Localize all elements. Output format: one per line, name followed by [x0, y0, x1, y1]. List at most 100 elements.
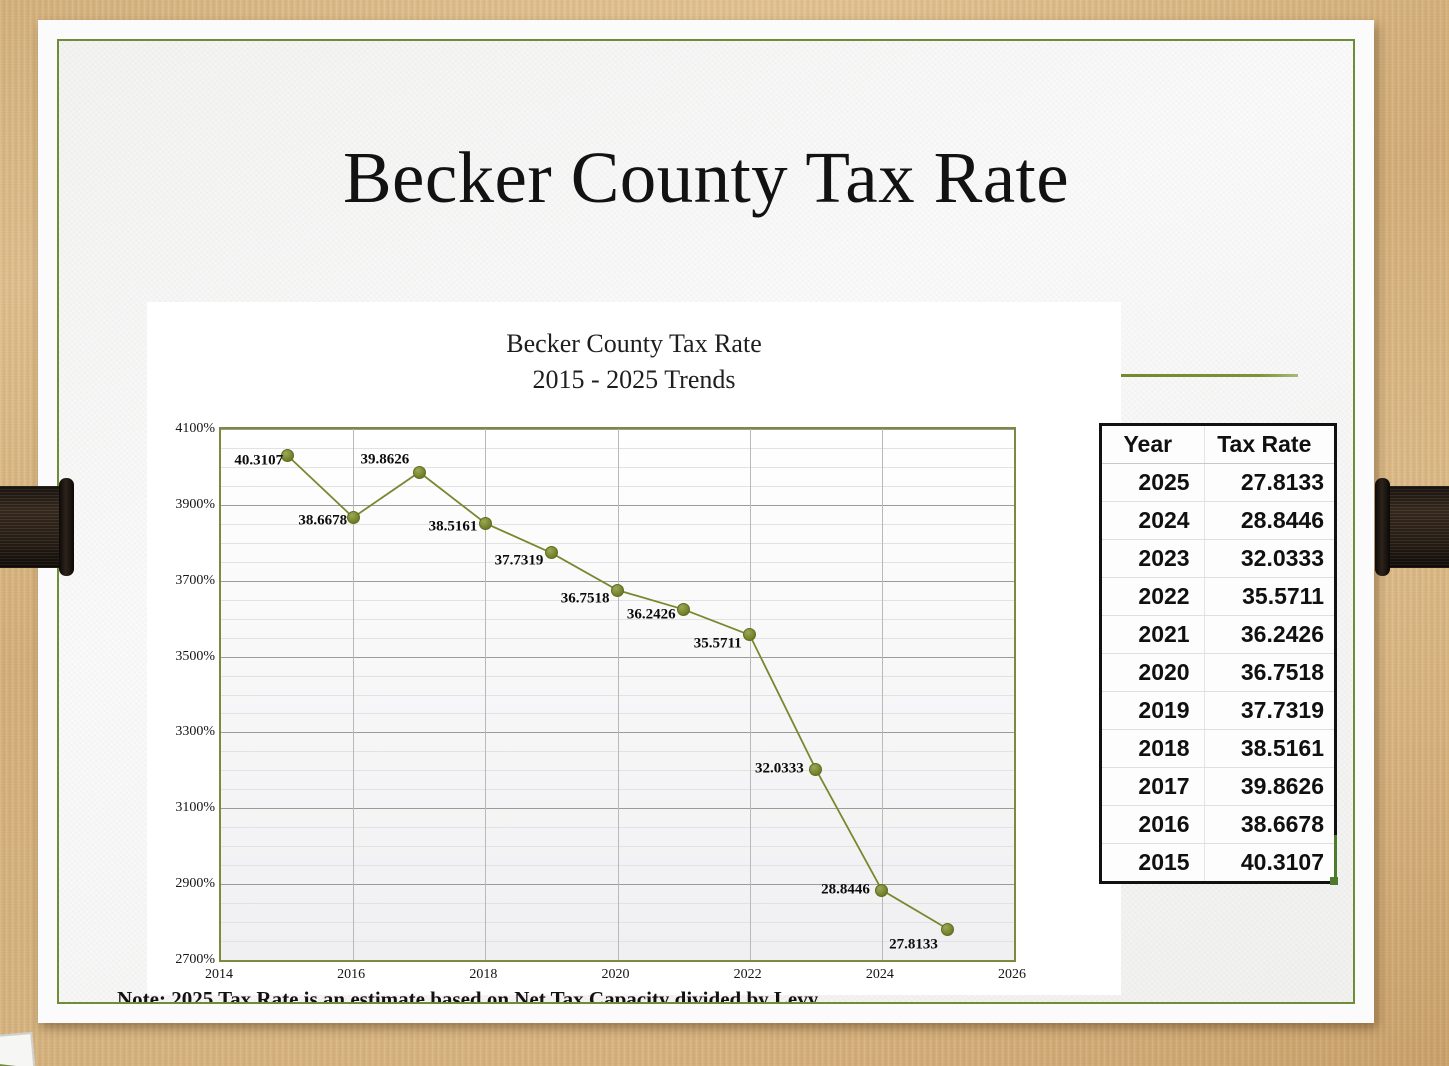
data-point-marker[interactable]	[941, 922, 955, 936]
table-row[interactable]: 2019 37.7319	[1102, 691, 1334, 730]
y-axis-tick-label: 3500%	[175, 648, 215, 664]
data-point-label: 35.5711	[693, 635, 742, 652]
cell-tax-rate: 28.8446	[1204, 501, 1334, 540]
cell-year: 2015	[1102, 843, 1205, 881]
table-row[interactable]: 2024 28.8446	[1102, 501, 1334, 540]
x-axis-tick-label: 2020	[601, 967, 630, 982]
cell-year: 2016	[1102, 805, 1205, 844]
tax-rate-table[interactable]: Year Tax Rate 2025 27.8133 2024 28.8446 2023…	[1099, 423, 1338, 885]
y-axis-tick-label: 3700%	[175, 572, 215, 588]
data-point-label: 38.5161	[428, 518, 478, 535]
data-point-label: 39.8626	[360, 451, 410, 468]
y-axis-tick-label: 3900%	[175, 496, 215, 512]
page-title: Becker County Tax Rate	[342, 137, 1070, 218]
cell-year: 2017	[1102, 767, 1205, 806]
data-point-label: 27.8133	[889, 936, 938, 953]
binder-clamp-right	[1375, 478, 1449, 576]
y-axis-tick-labels: 2700% 2900% 3100% 3300% 3500% 3700% 3900% 4100%	[147, 421, 215, 967]
data-point-label: 36.2426	[626, 606, 676, 623]
cell-tax-rate: 27.8133	[1204, 463, 1334, 502]
column-header-tax-rate: Tax Rate	[1204, 426, 1334, 464]
table-selection-edge	[1334, 835, 1337, 881]
gridline-vertical	[485, 429, 487, 960]
data-point-marker[interactable]	[677, 602, 691, 616]
table-row[interactable]: 2020 36.7518	[1102, 653, 1334, 692]
gridline-vertical	[881, 429, 883, 960]
chart-plot-area: 40.3107 38.6678 39.8626 38.5161 37.7319 36.75…	[219, 427, 1016, 962]
table-row[interactable]: 2016 38.6678	[1102, 805, 1334, 844]
table-row[interactable]: 2022 35.5711	[1102, 577, 1334, 616]
data-point-label: 28.8446	[821, 881, 870, 898]
table-row[interactable]: 2025 27.8133	[1102, 463, 1334, 502]
data-point-marker[interactable]	[280, 448, 294, 462]
table-element: Year Tax Rate 2025 27.8133 2024 28.8446 2023…	[1102, 426, 1334, 881]
footnote: Note: 2025 Tax Rate is an estimate based…	[117, 987, 819, 1004]
cell-tax-rate: 40.3107	[1204, 843, 1334, 881]
data-point-marker[interactable]	[412, 465, 426, 479]
cell-tax-rate: 32.0333	[1204, 539, 1334, 578]
cell-tax-rate: 37.7319	[1204, 691, 1334, 730]
slide-mat: Becker County Tax Rate Becker County Tax…	[38, 20, 1374, 1023]
data-point-label: 38.6678	[298, 512, 348, 529]
data-point-label: 37.7319	[494, 552, 544, 569]
column-header-year: Year	[1102, 426, 1205, 464]
table-row[interactable]: 2015 40.3107	[1102, 843, 1334, 881]
table-row[interactable]: 2023 32.0333	[1102, 539, 1334, 578]
clamp-cap-right	[1375, 478, 1390, 576]
data-point-marker[interactable]	[743, 628, 757, 642]
y-axis-tick-label: 2700%	[175, 952, 215, 967]
table-header-row: Year Tax Rate	[1102, 426, 1334, 464]
y-axis-tick-label: 4100%	[175, 421, 215, 436]
binder-clamp-left	[0, 478, 74, 576]
gridline-vertical	[617, 429, 619, 960]
data-point-marker[interactable]	[544, 546, 558, 560]
cell-year: 2019	[1102, 691, 1205, 730]
table-row[interactable]: 2018 38.5161	[1102, 729, 1334, 768]
chart-title-line-1: Becker County Tax Rate	[506, 329, 762, 358]
x-axis-tick-label: 2024	[865, 967, 894, 982]
y-axis-tick-label: 2900%	[175, 876, 215, 892]
chart-panel: Becker County Tax Rate 2015 - 2025 Trend…	[147, 302, 1121, 995]
data-point-label: 36.7518	[560, 590, 610, 607]
cell-year: 2023	[1102, 539, 1205, 578]
chart-title-line-2: 2015 - 2025 Trends	[532, 365, 736, 394]
x-axis-tick-label: 2022	[733, 967, 762, 982]
cell-year: 2025	[1102, 463, 1205, 502]
cell-year: 2018	[1102, 729, 1205, 768]
cell-tax-rate: 39.8626	[1204, 767, 1334, 806]
data-point-marker[interactable]	[809, 762, 823, 776]
gridline-vertical	[749, 429, 751, 960]
y-axis-tick-label: 3100%	[175, 800, 215, 816]
data-point-label: 32.0333	[755, 760, 804, 777]
x-axis-tick-label: 2016	[337, 967, 366, 982]
chart-title: Becker County Tax Rate 2015 - 2025 Trend…	[147, 326, 1121, 398]
x-axis-tick-label: 2018	[469, 967, 498, 982]
series-line-tax-rate	[286, 454, 949, 930]
data-point-marker[interactable]	[478, 516, 492, 530]
gridline-vertical	[353, 429, 355, 960]
data-point-marker[interactable]	[346, 510, 360, 524]
slide-canvas: Becker County Tax Rate Becker County Tax…	[57, 39, 1355, 1004]
x-axis-tick-labels: 2014 2016 2018 2020 2022 2024 2026	[205, 967, 1026, 993]
table-selection-handle[interactable]	[1330, 877, 1338, 885]
cell-tax-rate: 38.5161	[1204, 729, 1334, 768]
cell-year: 2022	[1102, 577, 1205, 616]
next-slide-corner	[0, 1031, 36, 1066]
table-row[interactable]: 2021 36.2426	[1102, 615, 1334, 654]
cell-tax-rate: 36.7518	[1204, 653, 1334, 692]
cell-year: 2024	[1102, 501, 1205, 540]
clamp-cap-left	[59, 478, 74, 576]
cell-year: 2021	[1102, 615, 1205, 654]
data-point-marker[interactable]	[611, 583, 624, 597]
cell-tax-rate: 36.2426	[1204, 615, 1334, 654]
data-point-label: 40.3107	[234, 452, 284, 469]
table-head: Year Tax Rate	[1102, 426, 1334, 464]
x-axis-tick-label: 2026	[998, 967, 1026, 982]
cell-tax-rate: 35.5711	[1204, 577, 1334, 616]
data-point-marker[interactable]	[875, 883, 889, 897]
table-body: 2025 27.8133 2024 28.8446 2023 32.0333 2022 35.…	[1102, 463, 1334, 881]
gridline-major-horizontal	[221, 960, 1014, 961]
table-row[interactable]: 2017 39.8626	[1102, 767, 1334, 806]
cell-tax-rate: 38.6678	[1204, 805, 1334, 844]
